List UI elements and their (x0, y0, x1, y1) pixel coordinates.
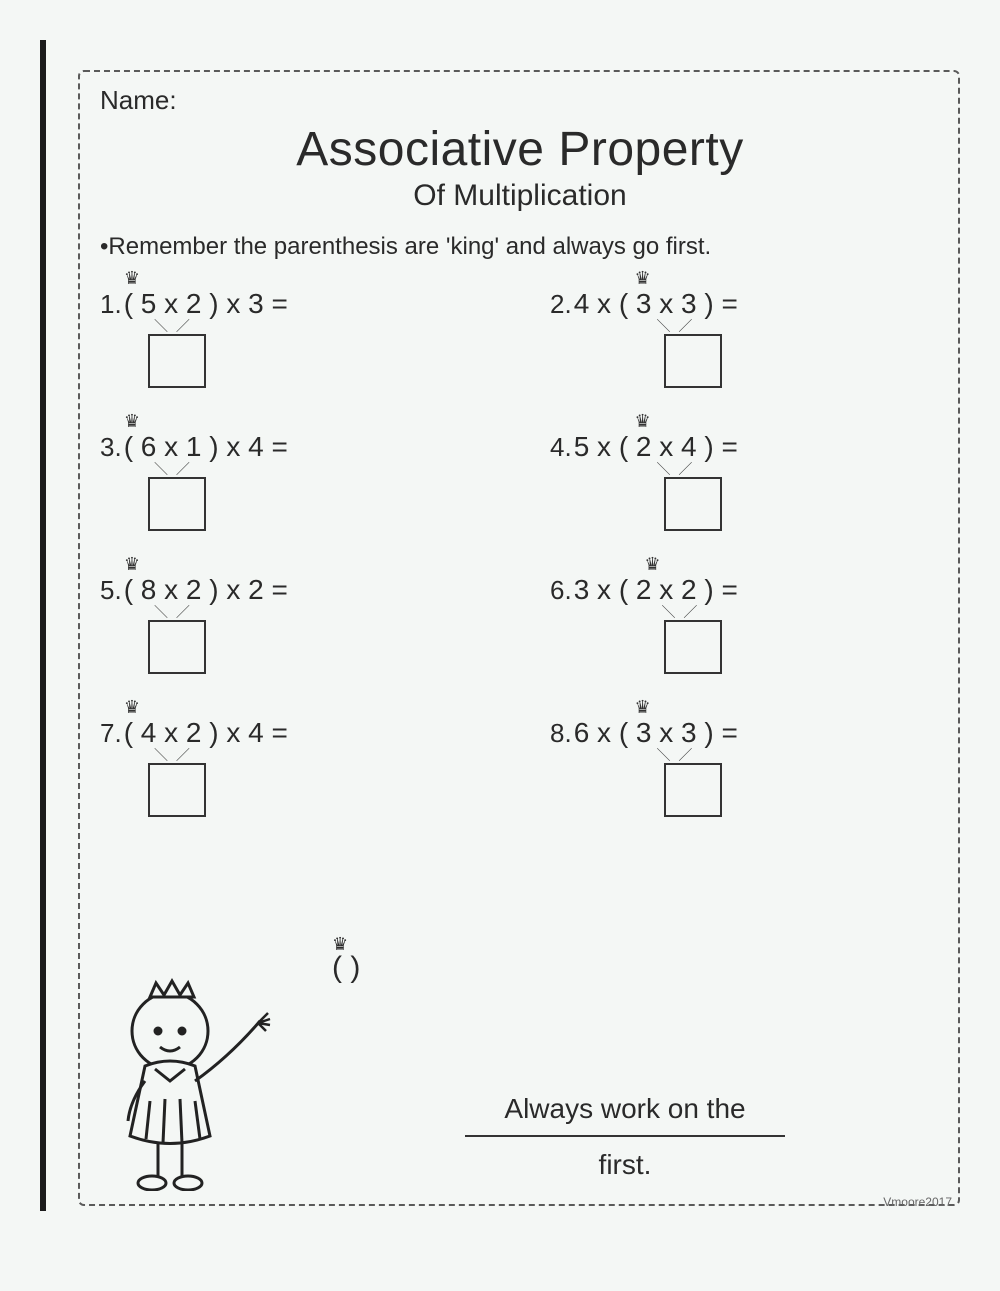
expression-text: ( 8 x 2 ) x 2 = (124, 574, 288, 605)
wedge-underline: ＼ ／ (657, 319, 695, 334)
wedge-underline: ＼ ／ (154, 748, 192, 763)
fill-top-text: Always work on the (504, 1093, 745, 1124)
wedge-underline: ＼ ／ (154, 462, 192, 477)
fill-in-sentence: Always work on the first. (310, 1093, 940, 1191)
expression-wrap: ♛4 x ( 3 x 3 ) =＼ ／ (574, 289, 738, 320)
expression-wrap: ♛5 x ( 2 x 4 ) =＼ ／ (574, 432, 738, 463)
problem-8: 8.♛6 x ( 3 x 3 ) =＼ ／ (550, 718, 940, 817)
expression-wrap: ♛( 8 x 2 ) x 2 =＼ ／ (124, 575, 288, 606)
answer-box[interactable] (664, 334, 722, 388)
credit-text: Vmoore2017 (883, 1195, 952, 1209)
crown-icon: ♛ (124, 269, 140, 289)
kid-illustration (100, 961, 310, 1191)
bottom-row: ♛ ( ) Always work on the first. (100, 961, 940, 1191)
answer-box[interactable] (148, 620, 206, 674)
wedge-underline: ＼ ／ (154, 605, 192, 620)
crown-icon: ♛ (644, 555, 660, 575)
problem-number: 7. (100, 718, 122, 749)
name-label: Name: (100, 85, 940, 116)
kid-svg (100, 961, 310, 1191)
expression-wrap: ♛( 4 x 2 ) x 4 =＼ ／ (124, 718, 288, 749)
problem-number: 1. (100, 289, 122, 320)
problem-number: 2. (550, 289, 572, 320)
problem-2: 2.♛4 x ( 3 x 3 ) =＼ ／ (550, 289, 940, 388)
answer-box[interactable] (664, 620, 722, 674)
wedge-underline: ＼ ／ (661, 605, 699, 620)
problem-number: 6. (550, 575, 572, 606)
expression-wrap: ♛3 x ( 2 x 2 ) =＼ ／ (574, 575, 738, 606)
expression-text: ( 5 x 2 ) x 3 = (124, 288, 288, 319)
worksheet-page: Name: Associative Property Of Multiplica… (0, 0, 1000, 1291)
crown-icon: ♛ (635, 698, 651, 718)
problem-7: 7.♛( 4 x 2 ) x 4 =＼ ／ (100, 718, 490, 817)
pointing-parentheses: ( ) (332, 951, 360, 985)
crown-icon: ♛ (124, 412, 140, 432)
problem-number: 5. (100, 575, 122, 606)
expression-text: ( 6 x 1 ) x 4 = (124, 431, 288, 462)
crown-icon: ♛ (635, 269, 651, 289)
problem-number: 8. (550, 718, 572, 749)
answer-box[interactable] (664, 763, 722, 817)
problem-5: 5.♛( 8 x 2 ) x 2 =＼ ／ (100, 575, 490, 674)
problem-1: 1.♛( 5 x 2 ) x 3 =＼ ／ (100, 289, 490, 388)
wedge-underline: ＼ ／ (154, 319, 192, 334)
expression-wrap: ♛( 6 x 1 ) x 4 =＼ ／ (124, 432, 288, 463)
fill-bottom-text: first. (599, 1149, 652, 1180)
page-subtitle: Of Multiplication (100, 179, 940, 213)
expression-text: 5 x ( 2 x 4 ) = (574, 431, 738, 462)
expression-wrap: ♛( 5 x 2 ) x 3 =＼ ／ (124, 289, 288, 320)
answer-box[interactable] (148, 477, 206, 531)
spine-bar (40, 40, 46, 1211)
answer-box[interactable] (148, 334, 206, 388)
expression-text: 6 x ( 3 x 3 ) = (574, 717, 738, 748)
answer-box[interactable] (148, 763, 206, 817)
wedge-underline: ＼ ／ (657, 748, 695, 763)
expression-wrap: ♛6 x ( 3 x 3 ) =＼ ／ (574, 718, 738, 749)
page-title: Associative Property (100, 122, 940, 177)
problem-4: 4.♛5 x ( 2 x 4 ) =＼ ／ (550, 432, 940, 531)
crown-icon: ♛ (124, 698, 140, 718)
problem-number: 3. (100, 432, 122, 463)
answer-box[interactable] (664, 477, 722, 531)
reminder-text: •Remember the parenthesis are 'king' and… (100, 233, 940, 261)
content-area: Name: Associative Property Of Multiplica… (100, 85, 940, 1191)
problems-grid: 1.♛( 5 x 2 ) x 3 =＼ ／2.♛4 x ( 3 x 3 ) =＼… (100, 289, 940, 817)
problem-6: 6.♛3 x ( 2 x 2 ) =＼ ／ (550, 575, 940, 674)
expression-text: 3 x ( 2 x 2 ) = (574, 574, 738, 605)
expression-text: 4 x ( 3 x 3 ) = (574, 288, 738, 319)
problem-number: 4. (550, 432, 572, 463)
blank-line[interactable] (465, 1135, 785, 1137)
crown-icon: ♛ (124, 555, 140, 575)
crown-icon: ♛ (635, 412, 651, 432)
wedge-underline: ＼ ／ (657, 462, 695, 477)
problem-3: 3.♛( 6 x 1 ) x 4 =＼ ／ (100, 432, 490, 531)
expression-text: ( 4 x 2 ) x 4 = (124, 717, 288, 748)
